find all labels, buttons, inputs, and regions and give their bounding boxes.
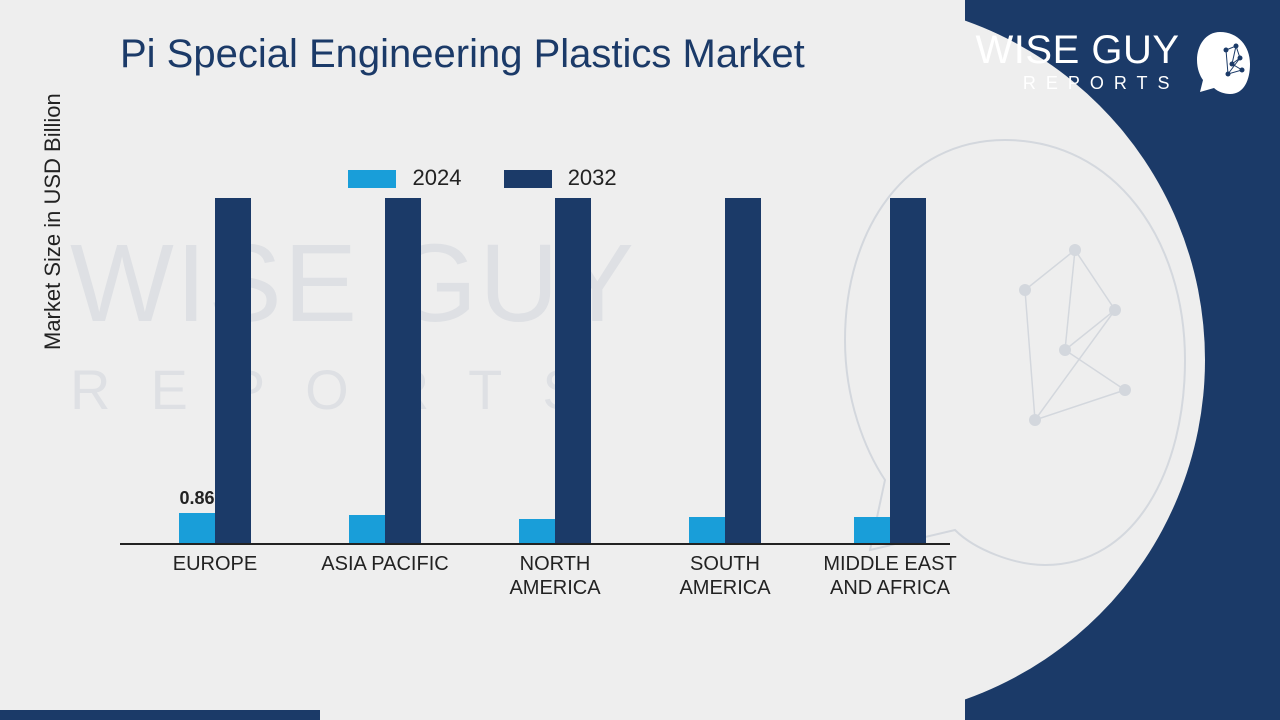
page: WISE GUY REPORTS WISE GUY REPORTS Pi Spe… xyxy=(0,0,1280,720)
brand-head-icon xyxy=(1192,30,1252,102)
bar-2032 xyxy=(215,198,251,543)
bar-2024 xyxy=(854,517,890,543)
bar-2024 xyxy=(689,517,725,543)
right-panel: WISE GUY REPORTS xyxy=(965,0,1280,720)
chart-legend: 2024 2032 xyxy=(0,165,965,191)
legend-label-2024: 2024 xyxy=(412,165,461,190)
chart-plot-area: 0.86 xyxy=(120,200,950,545)
bar-2024 xyxy=(179,513,215,543)
bar-2024 xyxy=(349,515,385,543)
x-axis-category-label: MIDDLE EAST AND AFRICA xyxy=(820,552,960,600)
chart-title: Pi Special Engineering Plastics Market xyxy=(120,30,820,78)
x-axis-category-label: NORTH AMERICA xyxy=(485,552,625,600)
legend-swatch-2024 xyxy=(348,170,396,188)
footer-stripe xyxy=(0,710,320,720)
legend-swatch-2032 xyxy=(504,170,552,188)
legend-label-2032: 2032 xyxy=(568,165,617,190)
x-axis-category-label: EUROPE xyxy=(145,552,285,576)
legend-item-2024: 2024 xyxy=(348,165,461,191)
brand-sub: REPORTS xyxy=(976,74,1180,92)
brand-logo: WISE GUY REPORTS xyxy=(976,30,1252,102)
y-axis-label: Market Size in USD Billion xyxy=(40,93,66,350)
legend-item-2032: 2032 xyxy=(504,165,617,191)
brand-name: WISE GUY xyxy=(976,30,1180,70)
bar-2024 xyxy=(519,519,555,543)
bar-2032 xyxy=(555,198,591,543)
x-axis-category-label: SOUTH AMERICA xyxy=(655,552,795,600)
bar-2032 xyxy=(385,198,421,543)
x-axis-category-label: ASIA PACIFIC xyxy=(315,552,455,576)
bar-2032 xyxy=(725,198,761,543)
bar-2032 xyxy=(890,198,926,543)
